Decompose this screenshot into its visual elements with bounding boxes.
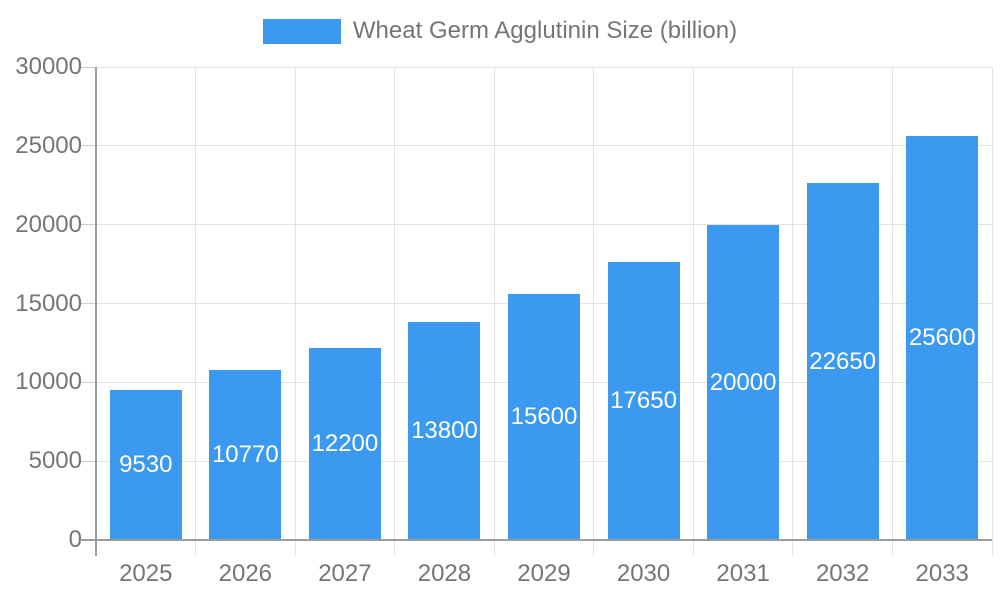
bar-value-label: 25600 <box>908 324 976 351</box>
x-axis-tick-label: 2032 <box>815 560 870 587</box>
bar-value-label: 12200 <box>311 430 379 457</box>
bar-value-label: 22650 <box>809 347 877 375</box>
bar-value-label: 13800 <box>411 417 478 444</box>
y-axis-tick <box>80 381 96 383</box>
legend[interactable]: Wheat Germ Agglutinin Size (billion) <box>0 17 1000 45</box>
x-gridline <box>692 67 694 556</box>
bar[interactable] <box>408 322 480 539</box>
bar[interactable] <box>906 136 978 539</box>
y-axis-tick <box>80 303 96 304</box>
x-axis-tick-label: 2026 <box>218 560 273 587</box>
bar[interactable] <box>807 183 879 539</box>
x-axis-tick-label: 2025 <box>119 560 173 587</box>
bar[interactable] <box>608 262 680 539</box>
bar-value-label: 10770 <box>211 441 279 468</box>
y-axis-tick-label: 10000 <box>15 368 82 396</box>
x-gridline <box>792 67 794 556</box>
legend-swatch-icon <box>262 18 341 44</box>
y-axis-line <box>95 67 97 556</box>
x-axis-tick-label: 2031 <box>716 560 770 587</box>
bar-value-label: 9530 <box>119 451 173 478</box>
legend-label: Wheat Germ Agglutinin Size (billion) <box>352 17 738 44</box>
y-axis-tick <box>80 224 96 226</box>
bar-value-label: 20000 <box>709 368 777 396</box>
y-axis-tick-label: 25000 <box>15 131 82 159</box>
bar-value-label: 15600 <box>510 403 578 430</box>
x-gridline <box>891 67 893 556</box>
x-gridline <box>593 67 595 556</box>
x-axis-line <box>80 539 992 541</box>
y-axis-tick <box>80 145 96 147</box>
bar[interactable] <box>209 370 281 539</box>
x-gridline <box>493 67 495 556</box>
x-gridline <box>394 67 396 556</box>
x-gridline <box>195 67 197 556</box>
y-gridline <box>96 224 992 226</box>
y-axis-tick-label: 30000 <box>15 53 82 80</box>
y-axis-tick <box>80 66 96 68</box>
y-gridline <box>96 66 992 68</box>
bar[interactable] <box>110 390 182 539</box>
y-axis-tick-label: 15000 <box>15 289 82 317</box>
x-axis-tick-label: 2027 <box>318 560 372 587</box>
bar[interactable] <box>707 225 779 539</box>
x-gridline <box>294 67 296 556</box>
y-axis-tick-label: 0 <box>68 526 82 553</box>
y-axis-tick-label: 5000 <box>28 447 82 475</box>
x-axis-tick-label: 2028 <box>417 560 472 587</box>
y-gridline <box>96 145 992 147</box>
bar[interactable] <box>508 294 580 539</box>
bar-value-label: 17650 <box>610 387 677 414</box>
x-axis-tick-label: 2029 <box>517 560 571 587</box>
bar[interactable] <box>309 348 381 539</box>
x-axis-tick-label: 2033 <box>915 560 969 587</box>
x-axis-tick-label: 2030 <box>616 560 671 587</box>
y-axis-tick <box>80 460 96 462</box>
y-axis-tick-label: 20000 <box>15 210 82 238</box>
x-gridline <box>991 67 993 556</box>
